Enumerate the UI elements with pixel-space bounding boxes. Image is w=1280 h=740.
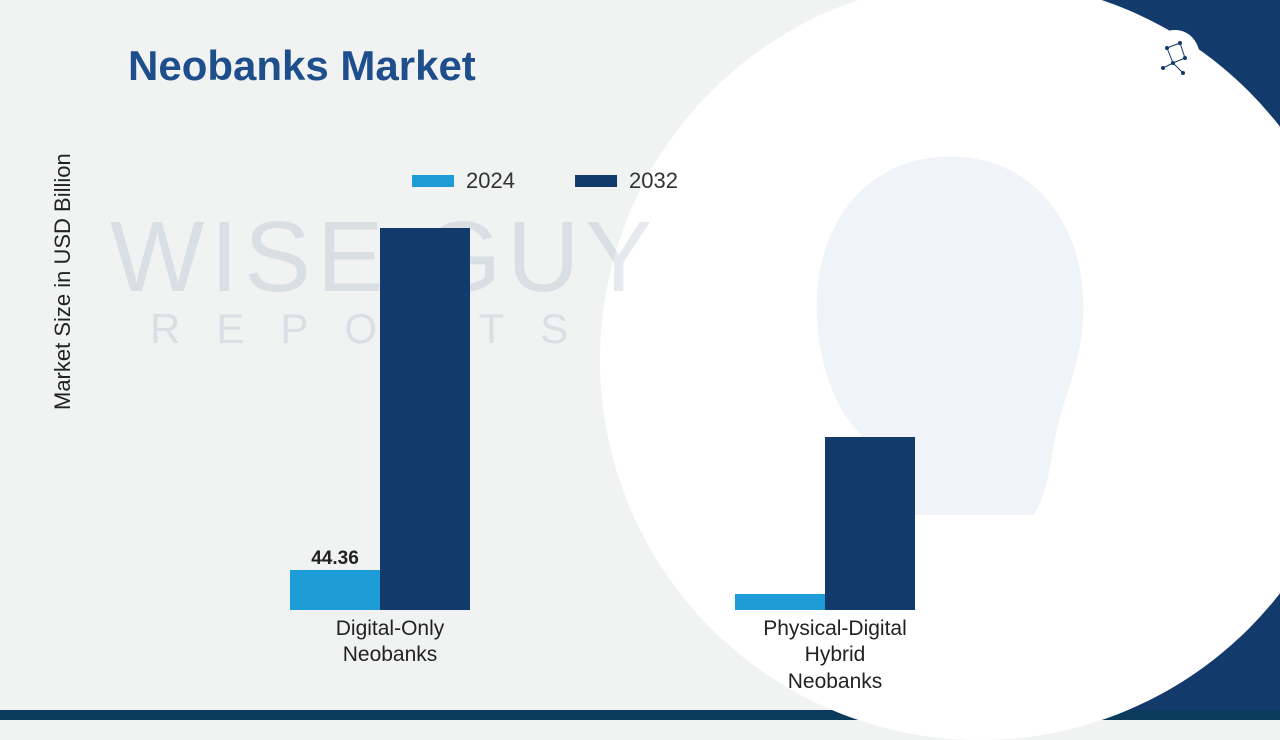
legend-label-2024: 2024	[466, 168, 515, 194]
legend-swatch-2024	[412, 175, 454, 187]
logo-line2: R E P O R T S	[955, 96, 1240, 114]
legend-item-2024: 2024	[412, 168, 515, 194]
brand-logo: WISE GUY R E P O R T S	[945, 28, 1240, 114]
x-label-1: Physical-DigitalHybridNeobanks	[725, 610, 945, 695]
chart-area: Market Size in USD Billion 2024 2032 44.…	[60, 130, 1030, 690]
y-axis-label: Market Size in USD Billion	[50, 153, 76, 410]
legend: 2024 2032	[412, 168, 678, 194]
bar-1-2032	[825, 437, 915, 610]
x-label-0: Digital-OnlyNeobanks	[280, 610, 500, 669]
bar-label-0-2024: 44.36	[290, 548, 380, 570]
legend-label-2032: 2032	[629, 168, 678, 194]
plot-region: 44.36 Digital-OnlyNeobanks Physical-Digi…	[180, 210, 1000, 610]
head-icon	[1145, 28, 1205, 98]
bar-0-2032	[380, 228, 470, 610]
bar-0-2024	[290, 570, 380, 610]
legend-item-2032: 2032	[575, 168, 678, 194]
bar-1-2024	[735, 594, 825, 610]
legend-swatch-2032	[575, 175, 617, 187]
chart-title: Neobanks Market	[128, 42, 476, 90]
logo-line1: WISE GUY	[945, 42, 1141, 84]
